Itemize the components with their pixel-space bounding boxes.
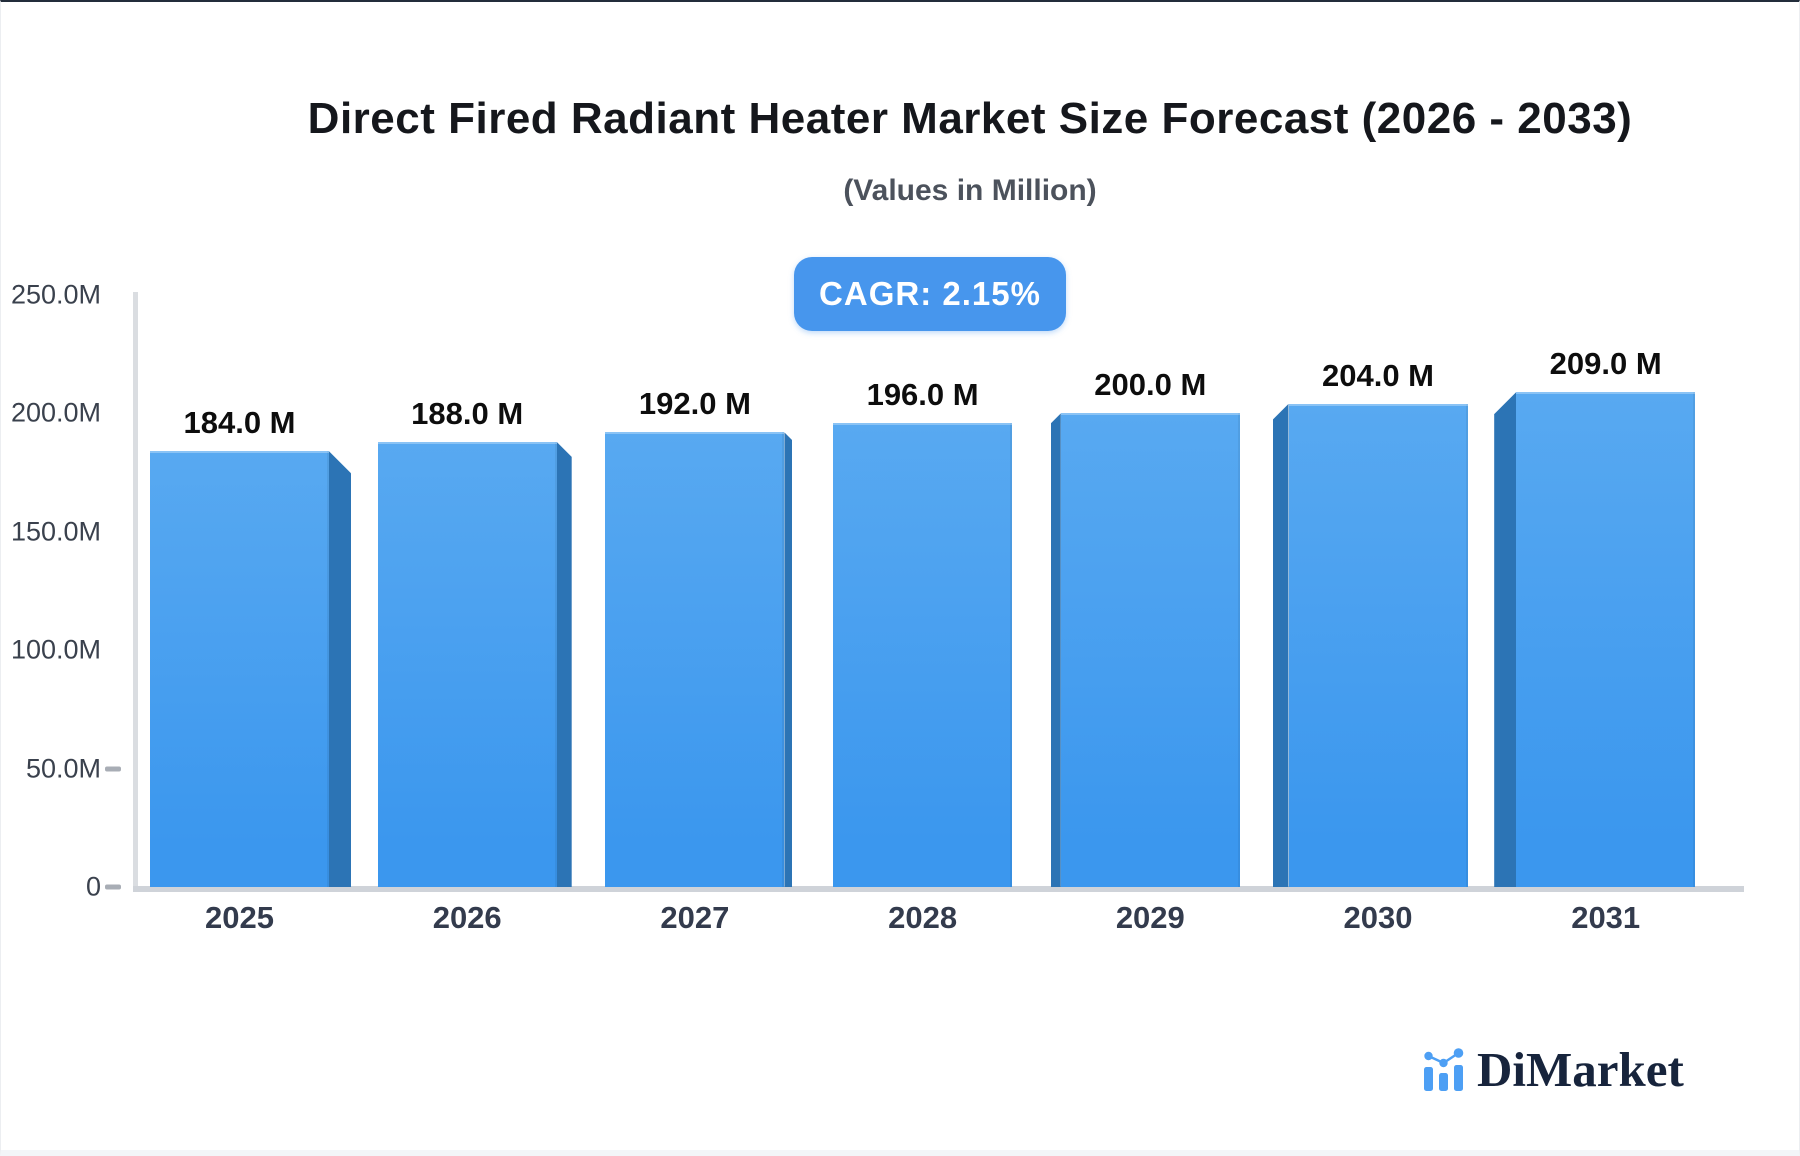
cagr-badge: CAGR: 2.15% <box>794 257 1066 331</box>
y-axis-tick-dash <box>105 884 121 890</box>
chart-subtitle: (Values in Million) <box>843 174 1097 207</box>
bar-value-label: 209.0 M <box>1549 346 1662 382</box>
bar-front-2027 <box>605 432 785 887</box>
x-axis-label: 2026 <box>432 900 502 935</box>
y-axis-tick-label: 150.0M <box>10 516 101 547</box>
dimarket-logo: DiMarket <box>1421 1042 1684 1094</box>
y-axis-tick-label: 200.0M <box>10 397 101 428</box>
y-axis-tick-label: 0 <box>85 871 101 902</box>
bar-front-2030 <box>1288 403 1468 887</box>
y-axis-tick-label: 100.0M <box>10 634 101 665</box>
bar-side-2029 <box>1050 413 1061 887</box>
bar-value-label: 184.0 M <box>183 405 296 441</box>
bar-front-2026 <box>377 441 557 887</box>
bar-value-label: 196.0 M <box>866 376 979 412</box>
y-axis-tick-dash <box>105 766 121 772</box>
x-axis-label: 2025 <box>205 900 274 935</box>
x-axis-label: 2028 <box>888 900 958 935</box>
y-axis-tick-label: 250.0M <box>10 279 101 310</box>
bar-side-2026 <box>556 441 572 887</box>
bar-side-2031 <box>1494 392 1517 887</box>
x-axis-label: 2030 <box>1343 900 1413 935</box>
x-axis-label: 2027 <box>660 900 730 935</box>
cagr-badge-label: CAGR: 2.15% <box>819 275 1041 312</box>
bar-value-label: 200.0 M <box>1094 367 1207 403</box>
bar-side-2027 <box>784 432 793 887</box>
x-axis-baseline <box>133 886 1744 892</box>
bar-front-2025 <box>150 451 329 887</box>
bar-value-label: 188.0 M <box>411 395 524 431</box>
x-axis-label: 2029 <box>1115 900 1185 935</box>
logo-text: DiMarket <box>1477 1042 1684 1097</box>
bar-front-2029 <box>1060 413 1240 887</box>
bar-side-2025 <box>329 451 351 887</box>
bar-front-2031 <box>1516 392 1696 887</box>
logo-bar-chart-icon <box>1424 1048 1464 1091</box>
y-axis-tick-label: 50.0M <box>25 753 101 784</box>
bar-front-2028 <box>833 422 1013 887</box>
y-axis-line <box>133 292 138 892</box>
bar-side-2030 <box>1272 403 1289 887</box>
bar-value-label: 192.0 M <box>638 386 751 422</box>
chart-title: Direct Fired Radiant Heater Market Size … <box>307 94 1633 143</box>
x-axis-label: 2031 <box>1571 900 1641 935</box>
bar-value-label: 204.0 M <box>1321 357 1434 393</box>
